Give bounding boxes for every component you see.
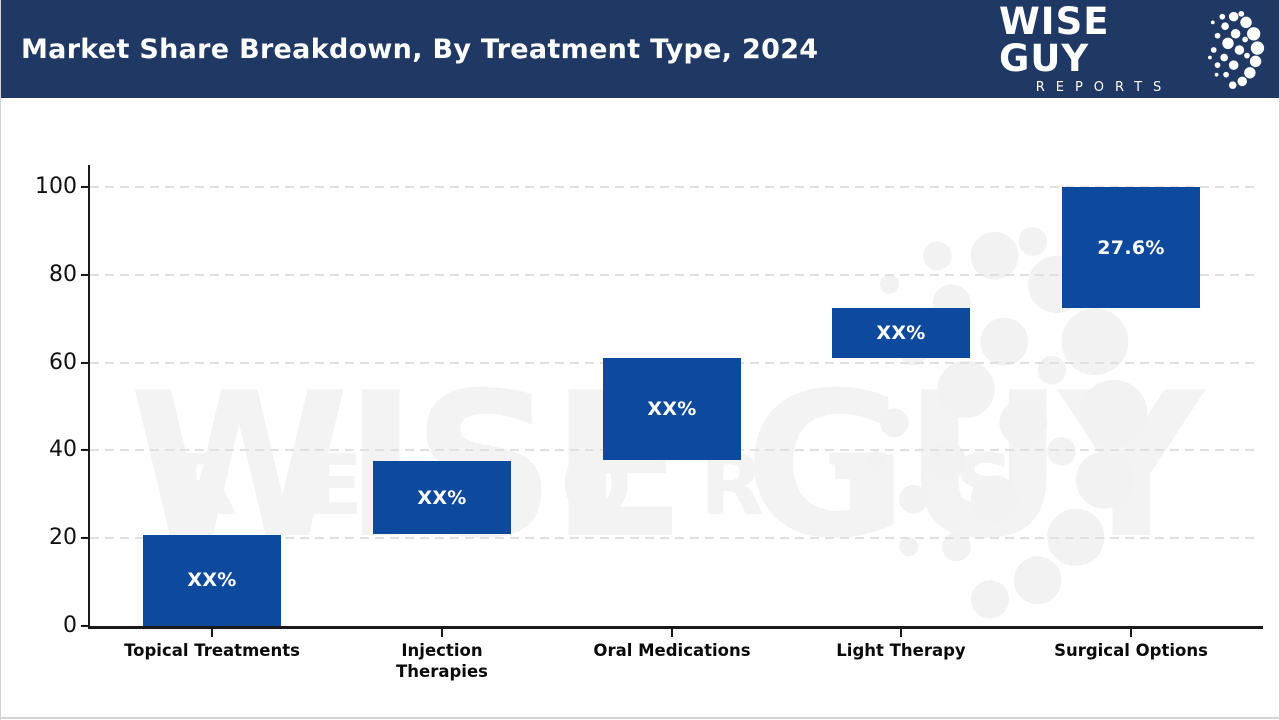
- header-bar: Market Share Breakdown, By Treatment Typ…: [1, 0, 1279, 98]
- bar-value-label: XX%: [187, 569, 237, 592]
- y-axis-tick-mark: [81, 625, 90, 627]
- gridline: [90, 186, 1258, 188]
- bar-value-label: XX%: [876, 322, 926, 345]
- watermark-dotted-head: [865, 227, 1148, 619]
- y-axis-line: [88, 165, 90, 628]
- x-axis-label-topical-treatments: Topical Treatments: [124, 641, 300, 660]
- bar-oral-medications: XX%: [603, 358, 741, 461]
- chart-canvas: WISE GUY REPORTS 0 20 40 60 80 100 XX% Topical …: [1, 98, 1279, 718]
- gridline: [90, 273, 1258, 276]
- bar-surgical-options: 27.6%: [1062, 187, 1200, 309]
- x-axis-label-oral-medications: Oral Medications: [593, 641, 751, 660]
- bar-value-label: 27.6%: [1097, 236, 1165, 259]
- x-axis-tick-mark: [1130, 629, 1132, 637]
- logo-subtitle: REPORTS: [1035, 80, 1173, 95]
- x-axis-label-light-therapy: Light Therapy: [836, 641, 966, 660]
- bar-topical-treatments: XX%: [143, 534, 281, 626]
- wise-guy-reports-logo: WISE GUY REPORTS: [999, 3, 1267, 95]
- bar-light-therapy: XX%: [832, 308, 970, 359]
- y-axis-tick-label: 80: [49, 261, 77, 287]
- y-axis-tick-mark: [81, 537, 90, 540]
- y-axis-tick-label: 0: [63, 613, 77, 638]
- gridline: [90, 537, 1258, 540]
- y-axis-tick-mark: [81, 449, 90, 452]
- y-axis-tick-mark: [81, 273, 90, 276]
- x-axis-line: [88, 626, 1263, 629]
- logo-wordmark: WISE GUY: [999, 0, 1110, 80]
- x-axis-label-surgical-options: Surgical Options: [1054, 641, 1208, 660]
- y-axis-tick-label: 100: [35, 174, 77, 199]
- x-axis-tick-mark: [211, 629, 213, 637]
- bar-value-label: XX%: [417, 486, 467, 509]
- x-axis-tick-mark: [441, 629, 443, 637]
- bar-value-label: XX%: [647, 398, 697, 421]
- y-axis-tick-label: 40: [49, 437, 77, 463]
- y-axis-tick-label: 20: [49, 525, 77, 551]
- y-axis-tick-mark: [81, 361, 90, 364]
- x-axis-tick-mark: [900, 629, 902, 637]
- logo-text: WISE GUY REPORTS: [999, 3, 1203, 95]
- x-axis-label-injection-therapies: Injection Therapies: [396, 641, 488, 682]
- dotted-head-icon: [1208, 10, 1265, 89]
- footer-divider: [1, 717, 1279, 719]
- x-axis-tick-mark: [671, 629, 673, 637]
- y-axis-tick-label: 60: [49, 349, 77, 375]
- bar-injection-therapies: XX%: [373, 460, 511, 535]
- y-axis-tick-mark: [81, 186, 90, 188]
- page-title: Market Share Breakdown, By Treatment Typ…: [21, 33, 819, 65]
